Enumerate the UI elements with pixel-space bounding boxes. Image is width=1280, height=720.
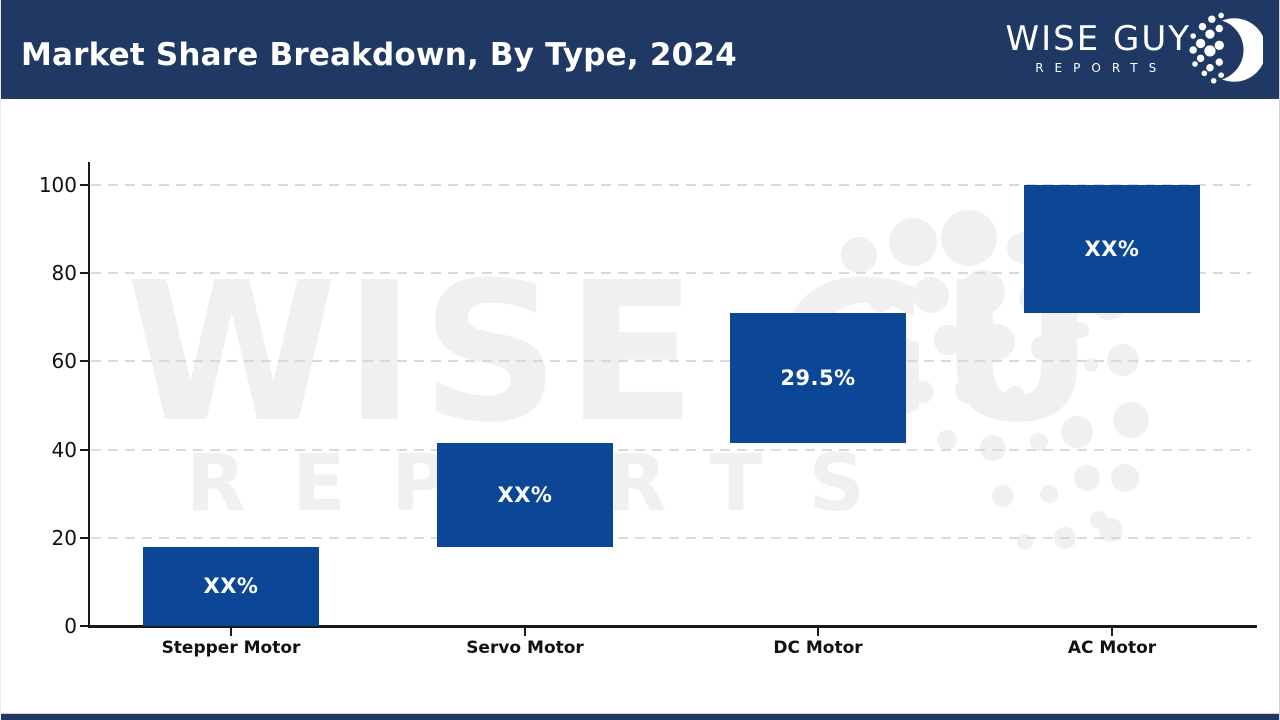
y-gridline bbox=[91, 184, 1251, 186]
x-category-label: AC Motor bbox=[1067, 638, 1157, 658]
y-tick-label: 60 bbox=[51, 349, 77, 374]
header-banner: Market Share Breakdown, By Type, 2024 WI… bbox=[1, 0, 1279, 99]
y-axis-tick bbox=[80, 536, 88, 539]
y-axis-tick bbox=[80, 625, 88, 627]
y-tick-label: 40 bbox=[51, 437, 77, 462]
y-tick-label: 80 bbox=[51, 261, 77, 286]
page-title: Market Share Breakdown, By Type, 2024 bbox=[21, 37, 737, 73]
y-gridline bbox=[91, 360, 1251, 363]
y-gridline bbox=[91, 536, 1251, 539]
bar-segment: XX% bbox=[1024, 185, 1200, 313]
x-axis-tick bbox=[230, 628, 232, 636]
y-tick-label: 0 bbox=[64, 614, 77, 638]
y-axis-tick bbox=[80, 272, 88, 275]
y-gridline bbox=[91, 448, 1251, 451]
bar-value-label: 29.5% bbox=[780, 365, 856, 390]
bar-segment: 29.5% bbox=[730, 312, 906, 443]
y-tick-label: 100 bbox=[38, 173, 77, 197]
y-axis-tick bbox=[80, 184, 88, 186]
footer-bar bbox=[1, 713, 1279, 720]
bar-value-label: XX% bbox=[203, 574, 259, 599]
y-axis-spine bbox=[88, 162, 90, 628]
bar-value-label: XX% bbox=[497, 482, 553, 507]
y-tick-label: 20 bbox=[51, 525, 77, 550]
y-axis-tick bbox=[80, 448, 88, 451]
x-category-label: Servo Motor bbox=[466, 638, 584, 658]
brand-logo-text: WISE GUY REPORTS bbox=[1005, 20, 1191, 76]
x-axis-tick bbox=[1111, 628, 1113, 636]
bar-segment: XX% bbox=[437, 442, 613, 547]
x-axis-tick bbox=[524, 628, 526, 636]
brand-subtitle: REPORTS bbox=[1035, 61, 1168, 75]
plot-area: 0 20 40 60 80 100 XX% Stepper Motor XX% Servo Mot… bbox=[1, 99, 1279, 713]
y-axis-tick bbox=[80, 360, 88, 363]
brand-logo: WISE GUY REPORTS bbox=[1003, 8, 1263, 92]
logo-face-icon bbox=[1183, 12, 1263, 84]
x-category-label: Stepper Motor bbox=[161, 638, 301, 658]
x-category-label: DC Motor bbox=[773, 638, 863, 658]
x-axis-spine bbox=[88, 625, 1257, 628]
bar-segment: XX% bbox=[143, 546, 319, 626]
bar-value-label: XX% bbox=[1084, 236, 1140, 261]
x-axis-tick bbox=[817, 628, 819, 636]
y-gridline bbox=[91, 272, 1251, 275]
brand-name: WISE GUY bbox=[1005, 19, 1191, 59]
